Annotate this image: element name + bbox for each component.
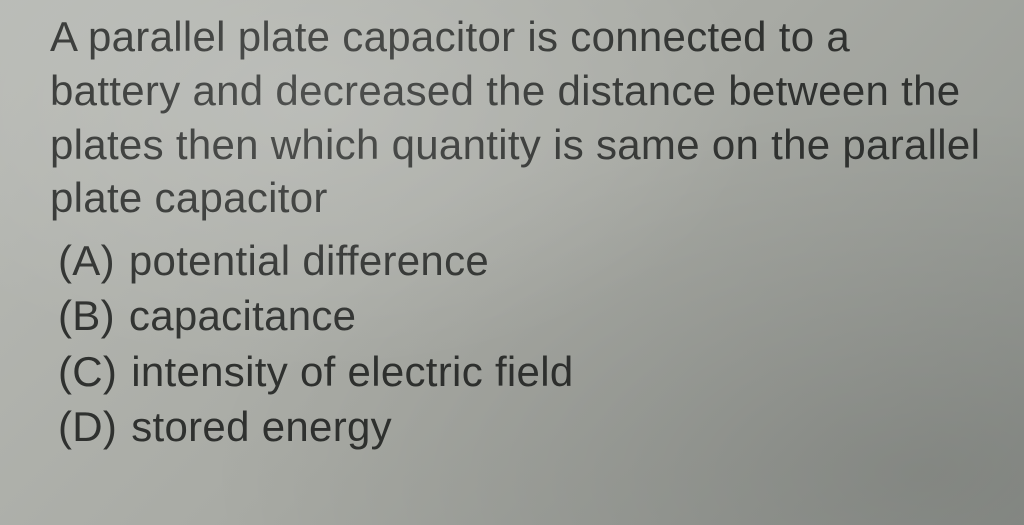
option-text: intensity of electric field: [131, 344, 989, 399]
option-d: (D) stored energy: [58, 399, 989, 454]
option-text: stored energy: [131, 399, 989, 454]
document-page: A parallel plate capacitor is connected …: [0, 0, 1024, 475]
option-label: (C): [58, 344, 117, 399]
options-list: (A) potential difference (B) capacitance…: [50, 233, 989, 455]
option-text: potential difference: [129, 233, 989, 288]
option-a: (A) potential difference: [58, 233, 989, 288]
question-text: A parallel plate capacitor is connected …: [50, 10, 989, 225]
option-c: (C) intensity of electric field: [58, 344, 989, 399]
option-label: (B): [58, 288, 115, 343]
option-b: (B) capacitance: [58, 288, 989, 343]
option-label: (A): [58, 233, 115, 288]
option-text: capacitance: [129, 288, 989, 343]
option-label: (D): [58, 399, 117, 454]
